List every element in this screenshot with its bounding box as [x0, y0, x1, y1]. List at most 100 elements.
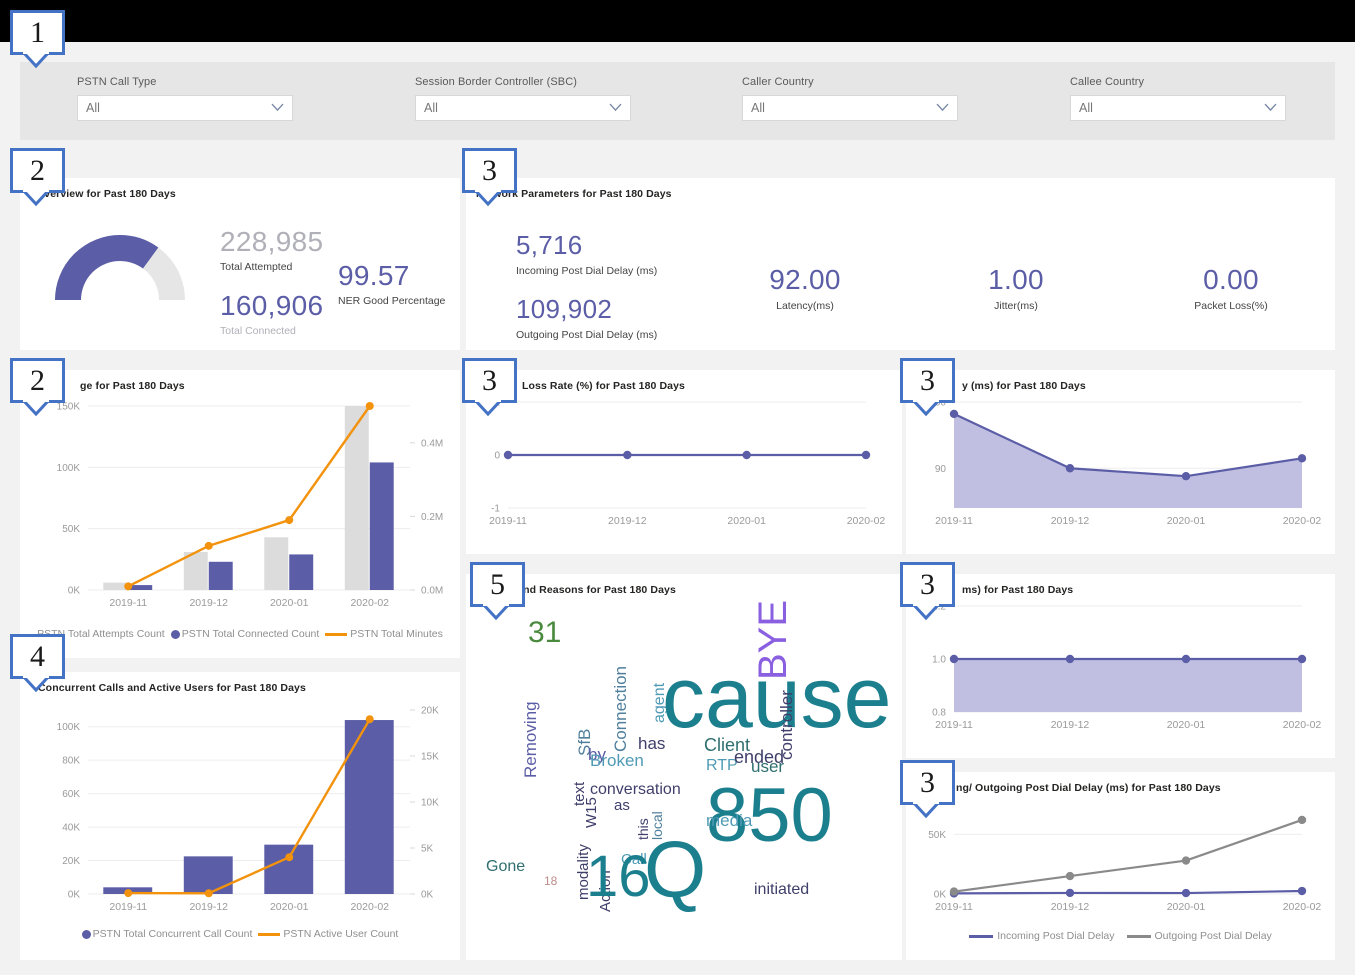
svg-text:2019-11: 2019-11: [935, 515, 973, 527]
jitter-chart[interactable]: 0.8 1.0 1.2 2019-11 2019-12 2020-01 2020-02: [906, 594, 1335, 744]
word-cloud-term[interactable]: 31: [528, 616, 562, 649]
legend-label: PSTN Active User Count: [283, 928, 399, 940]
callout-3-jitter: 3: [900, 562, 955, 621]
word-cloud-term[interactable]: as: [614, 797, 630, 814]
word-cloud-term[interactable]: Broken: [590, 751, 644, 770]
word-cloud-term[interactable]: Call: [621, 851, 647, 868]
word-cloud-term[interactable]: 16: [586, 844, 651, 909]
svg-text:0.4M: 0.4M: [421, 438, 443, 449]
svg-text:5K: 5K: [421, 844, 434, 855]
filter-2: Session Border Controller (SBC) All: [415, 76, 631, 121]
chevron-down-icon[interactable]: [936, 103, 949, 112]
word-cloud-term[interactable]: RTP: [706, 757, 738, 774]
svg-text:10K: 10K: [421, 798, 439, 809]
call-end-reasons-title: End Reasons for Past 180 Days: [516, 584, 676, 596]
word-cloud-term[interactable]: 18: [544, 874, 558, 888]
word-cloud-term[interactable]: by: [588, 745, 606, 764]
kpi-total-connected-value: 160,906: [220, 290, 324, 321]
chart-jitter-svg: 0.8 1.0 1.2 2019-11 2019-12 2020-01 2020-02: [932, 602, 1321, 732]
word-cloud-term[interactable]: conversation: [590, 781, 681, 798]
svg-text:2019-12: 2019-12: [1051, 719, 1090, 731]
word-cloud-term[interactable]: W15: [583, 797, 600, 828]
kpi-latency-value: 92.00: [769, 264, 841, 295]
legend-label: Outgoing Post Dial Delay: [1154, 930, 1272, 942]
svg-text:2019-12: 2019-12: [189, 597, 228, 609]
legend-item[interactable]: Incoming Post Dial Delay: [969, 930, 1115, 942]
word-cloud-term[interactable]: ended: [734, 747, 785, 767]
filter-dropdown[interactable]: All: [77, 95, 293, 121]
latency-title: y (ms) for Past 180 Days: [962, 380, 1086, 392]
word-cloud-term[interactable]: 850: [706, 773, 833, 858]
legend-item[interactable]: PSTN Total Concurrent Call Count: [81, 928, 252, 940]
legend-item[interactable]: PSTN Total Connected Count: [170, 628, 320, 640]
svg-text:0K: 0K: [934, 890, 947, 901]
callout-2-usage: 2: [10, 358, 65, 417]
kpi-jitter-label: Jitter(ms): [994, 300, 1038, 312]
callout-2-overview: 2: [10, 148, 65, 207]
word-cloud-term[interactable]: cause: [662, 650, 892, 746]
word-cloud-term[interactable]: has: [638, 734, 666, 753]
callout-number: 1: [30, 15, 45, 49]
word-cloud-term[interactable]: user: [751, 757, 785, 776]
word-cloud-term[interactable]: controller: [777, 690, 796, 760]
chart-concurrent-calls-svg: 0K 20K 40K 60K 80K 100K 0K 5K 10K 15K 20K 2019-11 20…: [57, 706, 439, 914]
callout-tail: [913, 802, 939, 819]
callout-number: 3: [482, 363, 497, 397]
chevron-down-icon[interactable]: [271, 103, 284, 112]
svg-text:100K: 100K: [57, 463, 81, 474]
svg-text:2020-02: 2020-02: [1283, 901, 1322, 913]
chevron-down-icon[interactable]: [609, 103, 622, 112]
word-cloud[interactable]: 31 Removing SfB by Connection agent has Broken c…: [466, 600, 902, 956]
callout-tail: [23, 676, 49, 693]
chevron-down-icon[interactable]: [1264, 103, 1277, 112]
concurrent-calls-chart[interactable]: 0K 20K 40K 60K 80K 100K 0K 5K 10K 15K 20K 2019-11 20…: [20, 696, 460, 926]
svg-text:1.0: 1.0: [932, 655, 946, 666]
svg-text:50K: 50K: [62, 524, 80, 535]
legend-item[interactable]: PSTN Total Minutes: [325, 628, 443, 640]
callout-number: 4: [30, 639, 45, 673]
callout-3-pdd: 3: [900, 760, 955, 819]
callout-1: 1: [10, 10, 65, 69]
legend-label: PSTN Total Connected Count: [181, 628, 320, 640]
svg-text:2020-02: 2020-02: [1283, 515, 1322, 527]
filter-dropdown[interactable]: All: [415, 95, 631, 121]
word-cloud-term[interactable]: Gone: [486, 858, 526, 875]
svg-text:2020-01: 2020-01: [1167, 515, 1206, 527]
callout-tail: [483, 604, 509, 621]
svg-text:2019-11: 2019-11: [109, 901, 147, 913]
legend-label: PSTN Total Minutes: [350, 628, 443, 640]
word-cloud-term[interactable]: Connection: [611, 665, 630, 752]
legend-item[interactable]: PSTN Active User Count: [258, 928, 398, 940]
svg-text:1.2: 1.2: [932, 602, 946, 613]
word-cloud-term[interactable]: BYE: [751, 599, 795, 680]
post-dial-delay-chart[interactable]: 0K 50K 2019-11 2019-12 2020-01 2020-02: [906, 792, 1335, 924]
legend-item[interactable]: PSTN Total Attempts Count: [37, 628, 165, 640]
filter-1: PSTN Call Type All: [77, 76, 293, 121]
word-cloud-term[interactable]: Removing: [521, 701, 540, 778]
svg-text:100K: 100K: [57, 722, 81, 733]
pstn-usage-chart[interactable]: 0K 50K 100K 150K 0.0M 0.2M 0.4M 2019-11 2019-12 2…: [20, 392, 460, 622]
loss-rate-title: Loss Rate (%) for Past 180 Days: [522, 380, 685, 392]
svg-text:2019-11: 2019-11: [935, 901, 973, 913]
filter-dropdown[interactable]: All: [742, 95, 958, 121]
word-cloud-term[interactable]: Q: [644, 825, 707, 914]
svg-text:2019-11: 2019-11: [109, 597, 147, 609]
filter-dropdown[interactable]: All: [1070, 95, 1286, 121]
network-parameters-title: Network Parameters for Past 180 Days: [476, 188, 672, 200]
word-cloud-term[interactable]: Client: [704, 735, 751, 755]
legend-item[interactable]: Outgoing Post Dial Delay: [1126, 930, 1272, 942]
word-cloud-term[interactable]: initiated: [754, 881, 810, 898]
word-cloud-term[interactable]: media: [706, 811, 753, 830]
call-end-reasons-card: End Reasons for Past 180 Days 31 Removing…: [466, 574, 902, 960]
svg-text:15K: 15K: [421, 752, 439, 763]
svg-text:0K: 0K: [68, 586, 81, 597]
svg-text:150K: 150K: [57, 402, 81, 413]
filter-label: Session Border Controller (SBC): [415, 76, 578, 88]
svg-text:2019-11: 2019-11: [489, 515, 527, 527]
callout-number: 3: [920, 765, 935, 799]
svg-text:40K: 40K: [62, 823, 80, 834]
jitter-card: ms) for Past 180 Days 0.8 1.0 1.2 2019-11 20…: [906, 574, 1335, 758]
